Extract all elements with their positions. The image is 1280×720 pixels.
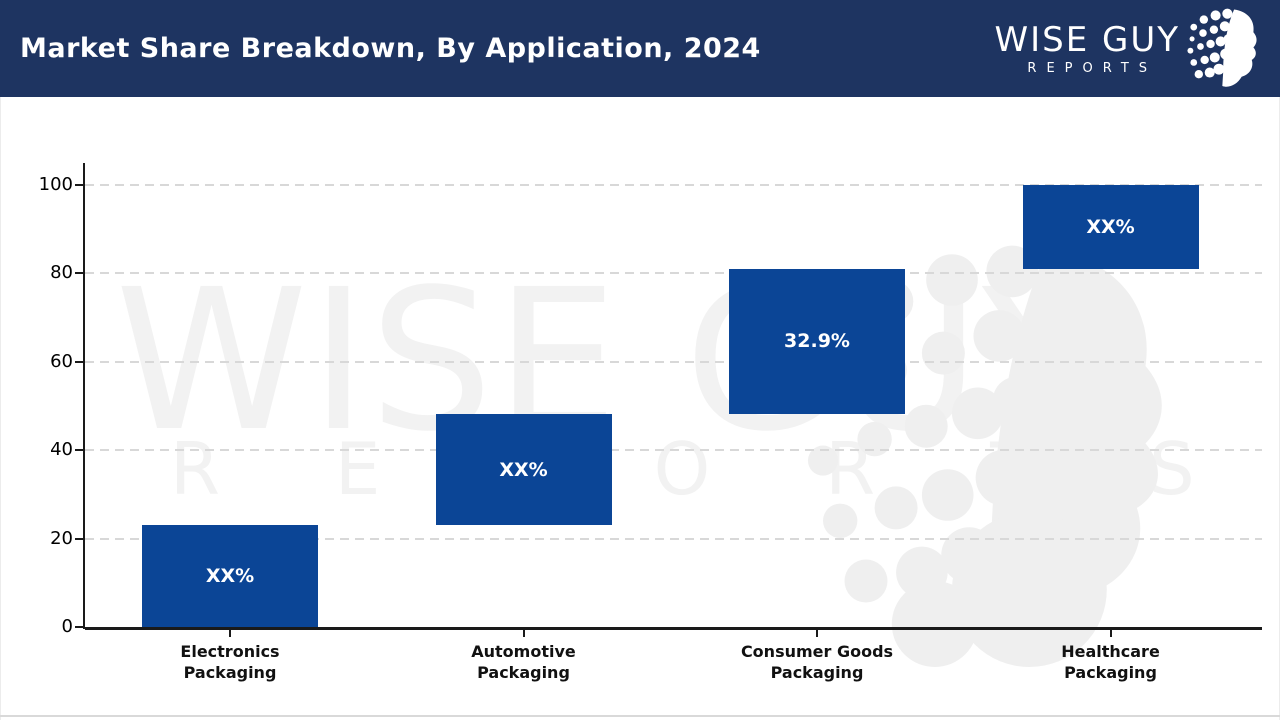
bar-4: XX% [1022,185,1199,269]
logo-subtitle: REPORTS [1027,60,1158,76]
chart-canvas: WISE GUY R E P O R T S 0 20 40 60 80 100 XX% El… [0,97,1280,720]
logo-text: WISE GUY REPORTS [994,22,1180,76]
gridline-100 [85,184,1262,186]
wise-guy-reports-logo: WISE GUY REPORTS [994,7,1280,91]
category-label-1: Electronics Packaging [120,641,340,683]
y-tick-label-40: 40 [50,439,73,461]
category-label-4: Healthcare Packaging [1001,641,1221,683]
y-tick-label-60: 60 [50,350,73,372]
category-label-line: Consumer Goods [740,642,894,661]
plot-area: 0 20 40 60 80 100 XX% Electronics Packaging XX% Au… [0,97,1280,720]
y-tick-mark-20 [75,537,83,540]
y-tick-mark-80 [75,272,83,275]
logo-wordmark: WISE GUY [994,19,1180,60]
header-bar: Market Share Breakdown, By Application, … [0,0,1280,97]
y-tick-label-100: 100 [38,174,73,195]
gridline-20 [85,537,1262,540]
category-label-line: Packaging [770,663,864,682]
gridline-60 [85,360,1262,363]
category-label-line: Healthcare [1061,642,1160,661]
y-tick-label-20: 20 [50,527,73,549]
gridline-80 [85,272,1262,275]
category-label-line: Packaging [477,663,570,682]
y-axis [83,163,85,629]
category-label-line: Packaging [1064,663,1157,682]
bar-value-label-3: 32.9% [784,330,850,353]
category-label-2: Automotive Packaging [414,641,634,683]
x-tick-mark-3 [816,630,818,637]
category-label-line: Electronics [180,642,280,661]
bar-2: XX% [435,413,612,526]
gridline-40 [85,449,1262,452]
y-tick-mark-40 [75,449,83,452]
category-label-line: Packaging [183,663,277,682]
x-axis [85,627,1262,630]
y-tick-mark-60 [75,360,83,363]
x-tick-mark-1 [229,630,231,637]
page-title: Market Share Breakdown, By Application, … [20,33,761,64]
bar-3: 32.9% [729,268,905,414]
bar-value-label-1: XX% [205,565,255,588]
category-label-3: Consumer Goods Packaging [707,641,927,683]
bottom-border-line [0,715,1280,717]
y-tick-label-80: 80 [50,262,73,284]
x-tick-mark-4 [1109,630,1112,637]
y-tick-mark-0 [75,626,83,628]
bar-1: XX% [142,525,318,627]
dotted-face-profile-icon [1187,8,1257,87]
left-border-line [0,97,1,720]
bar-value-label-2: XX% [499,458,548,481]
bar-value-label-4: XX% [1086,215,1135,238]
y-tick-label-0: 0 [61,616,73,637]
x-tick-mark-2 [522,630,525,637]
category-label-line: Automotive [471,642,576,661]
y-tick-mark-100 [75,184,83,186]
